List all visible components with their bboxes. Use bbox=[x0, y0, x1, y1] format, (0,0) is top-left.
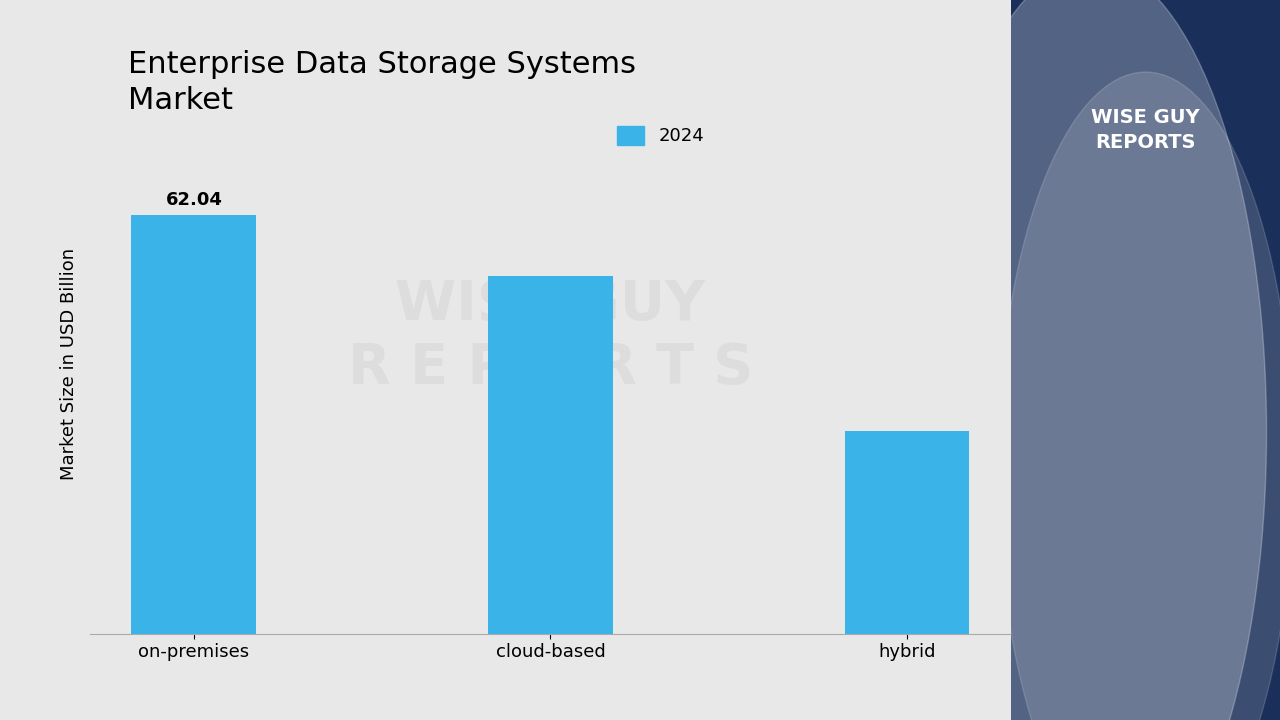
Legend: 2024: 2024 bbox=[611, 119, 712, 153]
Text: WISE GUY
REPORTS: WISE GUY REPORTS bbox=[1092, 107, 1199, 152]
Circle shape bbox=[998, 72, 1280, 720]
Text: WISE GUY
R E P O R T S: WISE GUY R E P O R T S bbox=[348, 279, 753, 395]
Bar bbox=[488, 276, 613, 634]
Y-axis label: Market Size in USD Billion: Market Size in USD Billion bbox=[60, 248, 78, 480]
Circle shape bbox=[916, 0, 1267, 720]
Bar bbox=[845, 431, 969, 634]
Bar bbox=[132, 215, 256, 634]
Text: 62.04: 62.04 bbox=[165, 192, 223, 210]
Text: Enterprise Data Storage Systems
Market: Enterprise Data Storage Systems Market bbox=[128, 50, 636, 115]
